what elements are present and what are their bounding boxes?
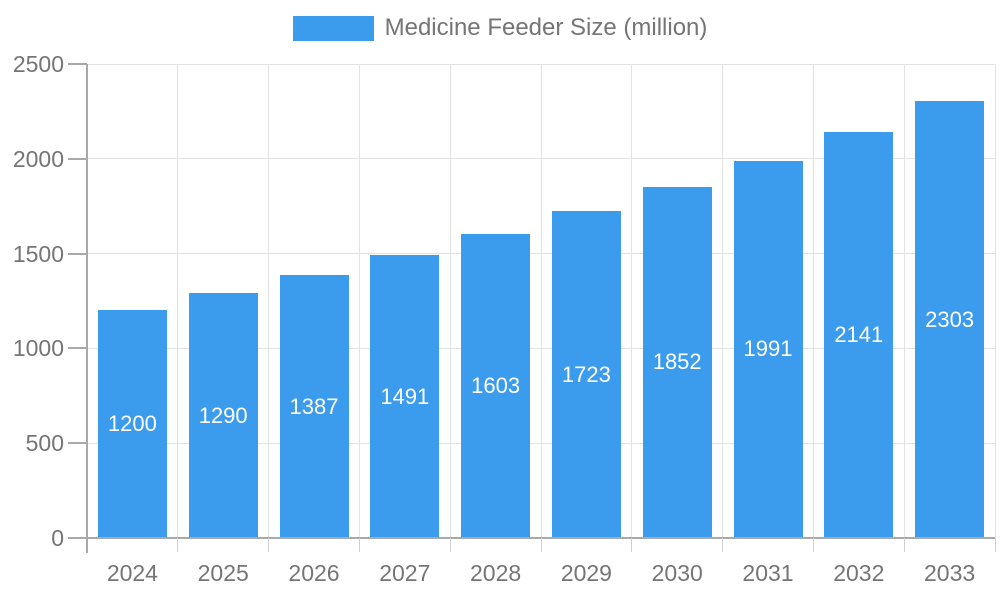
y-tick-mark	[68, 63, 87, 65]
bar-2033[interactable]	[915, 101, 985, 538]
x-tick-mark	[540, 538, 542, 552]
x-tick-label-2032: 2032	[833, 560, 885, 586]
x-tick-label-2025: 2025	[197, 560, 249, 586]
x-tick-mark	[994, 538, 996, 552]
v-gridline	[177, 64, 179, 538]
x-tick-label-2028: 2028	[470, 560, 522, 586]
x-tick-label-2026: 2026	[288, 560, 340, 586]
v-gridline	[903, 64, 905, 538]
x-tick-mark	[812, 538, 814, 552]
bar-value-label: 1723	[561, 361, 611, 387]
bar-value-label: 1290	[198, 402, 248, 428]
x-tick-mark	[631, 538, 633, 552]
bar-value-label: 1387	[289, 393, 339, 419]
y-tick-mark	[68, 442, 87, 445]
v-gridline	[540, 64, 542, 538]
bar-2029[interactable]	[551, 211, 621, 538]
x-tick-mark	[268, 538, 270, 552]
x-tick-label-2033: 2033	[924, 560, 976, 586]
y-tick-label-1500: 1500	[12, 240, 64, 267]
v-gridline	[358, 64, 360, 538]
y-axis-line	[86, 64, 88, 553]
v-gridline	[994, 64, 996, 538]
x-tick-label-2029: 2029	[560, 560, 612, 586]
bar-value-label: 1200	[107, 411, 157, 437]
bar-2031[interactable]	[733, 160, 803, 538]
x-tick-mark	[177, 538, 179, 552]
x-tick-mark	[903, 538, 905, 552]
bar-value-label: 1991	[743, 336, 793, 362]
bar-2024[interactable]	[97, 310, 167, 538]
y-tick-mark	[68, 157, 87, 160]
bar-2025[interactable]	[188, 293, 258, 538]
v-gridline	[722, 64, 724, 538]
x-tick-mark	[722, 538, 724, 552]
bar-value-label: 1603	[471, 373, 521, 399]
bar-value-label: 2141	[834, 322, 884, 348]
y-tick-label-2000: 2000	[12, 145, 64, 172]
x-tick-label-2031: 2031	[742, 560, 794, 586]
bar-value-label: 1491	[380, 383, 430, 409]
x-axis-baseline	[87, 536, 995, 539]
chart-legend[interactable]: Medicine Feeder Size (million)	[0, 14, 1000, 42]
legend-title: Medicine Feeder Size (million)	[384, 14, 708, 41]
x-tick-mark	[449, 538, 451, 552]
x-tick-label-2027: 2027	[379, 560, 431, 586]
x-tick-mark	[358, 538, 360, 552]
y-tick-mark	[68, 537, 87, 539]
bar-value-label: 1852	[652, 349, 702, 375]
x-tick-label-2030: 2030	[651, 560, 703, 586]
x-tick-label-2024: 2024	[106, 560, 158, 586]
v-gridline	[268, 64, 270, 538]
bar-2032[interactable]	[824, 132, 894, 538]
v-gridline	[449, 64, 451, 538]
y-tick-label-1000: 1000	[12, 335, 64, 362]
y-tick-mark	[68, 347, 87, 350]
legend-swatch	[292, 15, 374, 41]
bar-2027[interactable]	[370, 255, 440, 538]
v-gridline	[812, 64, 814, 538]
v-gridline	[631, 64, 633, 538]
bar-2028[interactable]	[461, 234, 531, 538]
y-tick-mark	[68, 252, 87, 255]
y-tick-label-0: 0	[51, 525, 64, 551]
bar-2030[interactable]	[642, 186, 712, 538]
y-tick-label-2500: 2500	[12, 51, 64, 77]
y-tick-label-500: 500	[25, 430, 64, 457]
bar-2026[interactable]	[279, 275, 349, 538]
bar-value-label: 2303	[925, 306, 975, 332]
